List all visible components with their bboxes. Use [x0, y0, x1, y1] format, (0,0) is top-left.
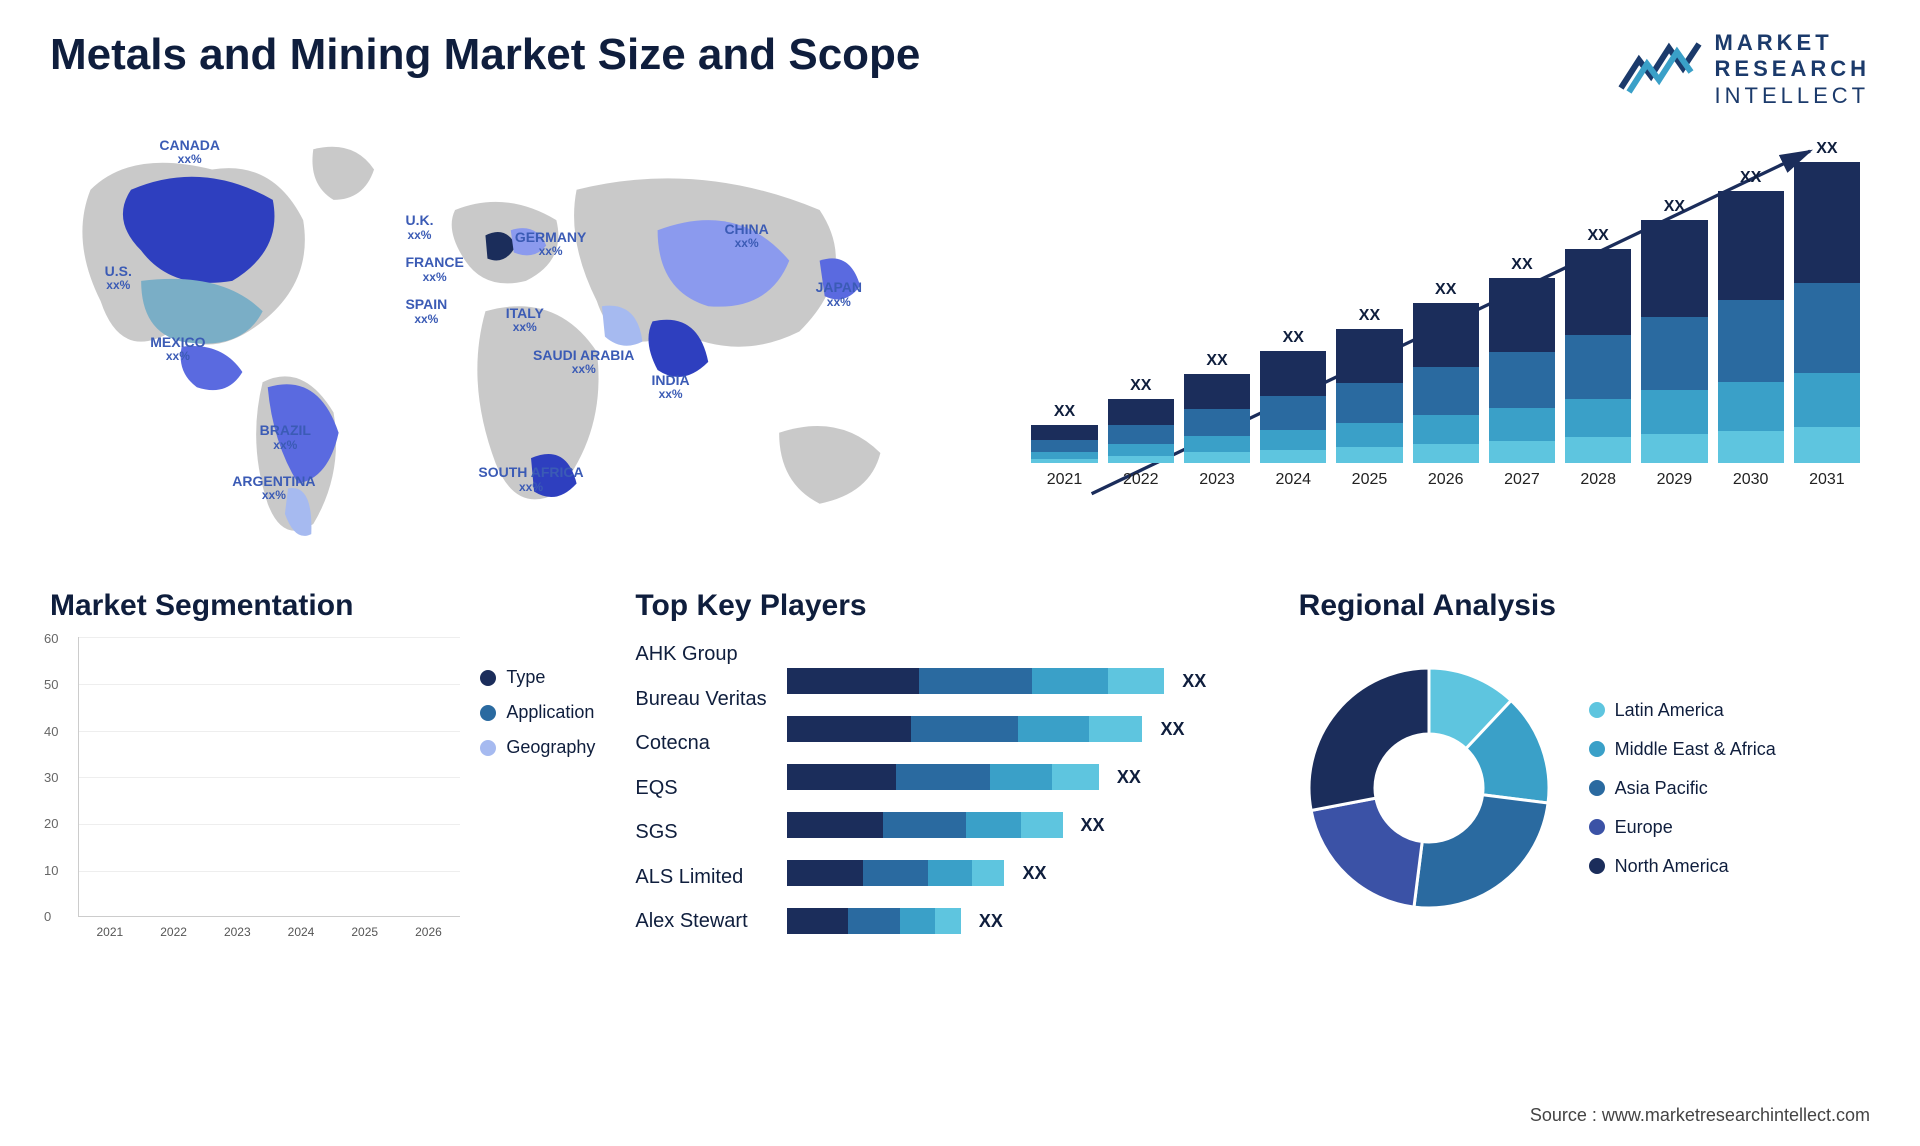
year-bar: XX2030 [1718, 169, 1784, 489]
map-callout: U.S.xx% [105, 264, 132, 293]
legend-item: Geography [480, 737, 595, 758]
map-callout: CANADAxx% [159, 138, 220, 167]
map-callout: CHINAxx% [724, 222, 768, 251]
segmentation-panel: Market Segmentation 01020304050602021202… [50, 589, 595, 939]
legend-item: Latin America [1589, 700, 1776, 721]
players-names: AHK Group Bureau Veritas Cotecna EQS SGS ALS … [635, 637, 766, 939]
year-bar: XX2023 [1184, 352, 1250, 490]
regional-title: Regional Analysis [1299, 589, 1870, 623]
legend-item: Middle East & Africa [1589, 739, 1776, 760]
map-callout: SPAINxx% [405, 297, 447, 326]
players-bars-chart: XX XX XX XX XX XX [787, 637, 1259, 939]
segmentation-title: Market Segmentation [50, 589, 595, 623]
map-callout: U.K.xx% [405, 213, 433, 242]
year-bar: XX2024 [1260, 329, 1326, 489]
map-callout: JAPANxx% [816, 280, 862, 309]
source-label: Source : www.marketresearchintellect.com [1530, 1105, 1870, 1126]
year-bar: XX2022 [1108, 377, 1174, 489]
logo-line2: RESEARCH [1715, 56, 1870, 82]
map-callout: SAUDI ARABIAxx% [533, 348, 634, 377]
year-bar: XX2025 [1336, 307, 1402, 489]
player-bar-row: XX [787, 860, 1259, 886]
regional-donut-chart [1299, 658, 1559, 918]
logo-line1: MARKET [1715, 30, 1870, 56]
player-bar-row: XX [787, 908, 1259, 934]
map-callout: ARGENTINAxx% [232, 474, 315, 503]
year-bar: XX2021 [1031, 403, 1097, 489]
legend-item: Asia Pacific [1589, 778, 1776, 799]
brand-logo: MARKET RESEARCH INTELLECT [1617, 30, 1870, 109]
map-callout: BRAZILxx% [260, 423, 311, 452]
map-callout: MEXICOxx% [150, 335, 205, 364]
world-map-panel: CANADAxx% U.S.xx% MEXICOxx% BRAZILxx% ARGENT… [50, 129, 961, 549]
player-name: Bureau Veritas [635, 688, 766, 711]
market-size-bar-chart: XX2021XX2022XX2023XX2024XX2025XX2026XX20… [1021, 129, 1870, 549]
segmentation-legend: Type Application Geography [480, 637, 595, 939]
player-name: EQS [635, 777, 766, 800]
player-bar-row: XX [787, 812, 1259, 838]
player-bar-row: XX [787, 668, 1259, 694]
map-callout: ITALYxx% [506, 306, 544, 335]
map-callout: FRANCExx% [405, 255, 463, 284]
year-bar: XX2029 [1641, 198, 1707, 489]
year-bar: XX2026 [1413, 281, 1479, 489]
legend-item: Application [480, 702, 595, 723]
year-bar: XX2027 [1489, 256, 1555, 490]
key-players-panel: Top Key Players AHK Group Bureau Veritas C… [635, 589, 1258, 939]
player-name: Cotecna [635, 732, 766, 755]
legend-item: North America [1589, 856, 1776, 877]
map-callout: GERMANYxx% [515, 230, 587, 259]
map-callout: SOUTH AFRICAxx% [478, 465, 583, 494]
legend-item: Europe [1589, 817, 1776, 838]
map-callout: INDIAxx% [652, 373, 690, 402]
player-name: AHK Group [635, 643, 766, 666]
player-bar-row: XX [787, 716, 1259, 742]
regional-legend: Latin America Middle East & Africa Asia Pa… [1589, 700, 1776, 877]
players-title: Top Key Players [635, 589, 1258, 623]
year-bar: XX2031 [1794, 140, 1860, 489]
logo-line3: INTELLECT [1715, 83, 1870, 108]
legend-item: Type [480, 667, 595, 688]
player-name: Alex Stewart [635, 910, 766, 933]
page-title: Metals and Mining Market Size and Scope [50, 30, 920, 80]
regional-panel: Regional Analysis Latin America Middle Ea… [1299, 589, 1870, 939]
year-bar: XX2028 [1565, 227, 1631, 489]
player-name: SGS [635, 821, 766, 844]
player-bar-row: XX [787, 764, 1259, 790]
player-name: ALS Limited [635, 866, 766, 889]
segmentation-chart: 0102030405060202120222023202420252026 [50, 637, 460, 939]
